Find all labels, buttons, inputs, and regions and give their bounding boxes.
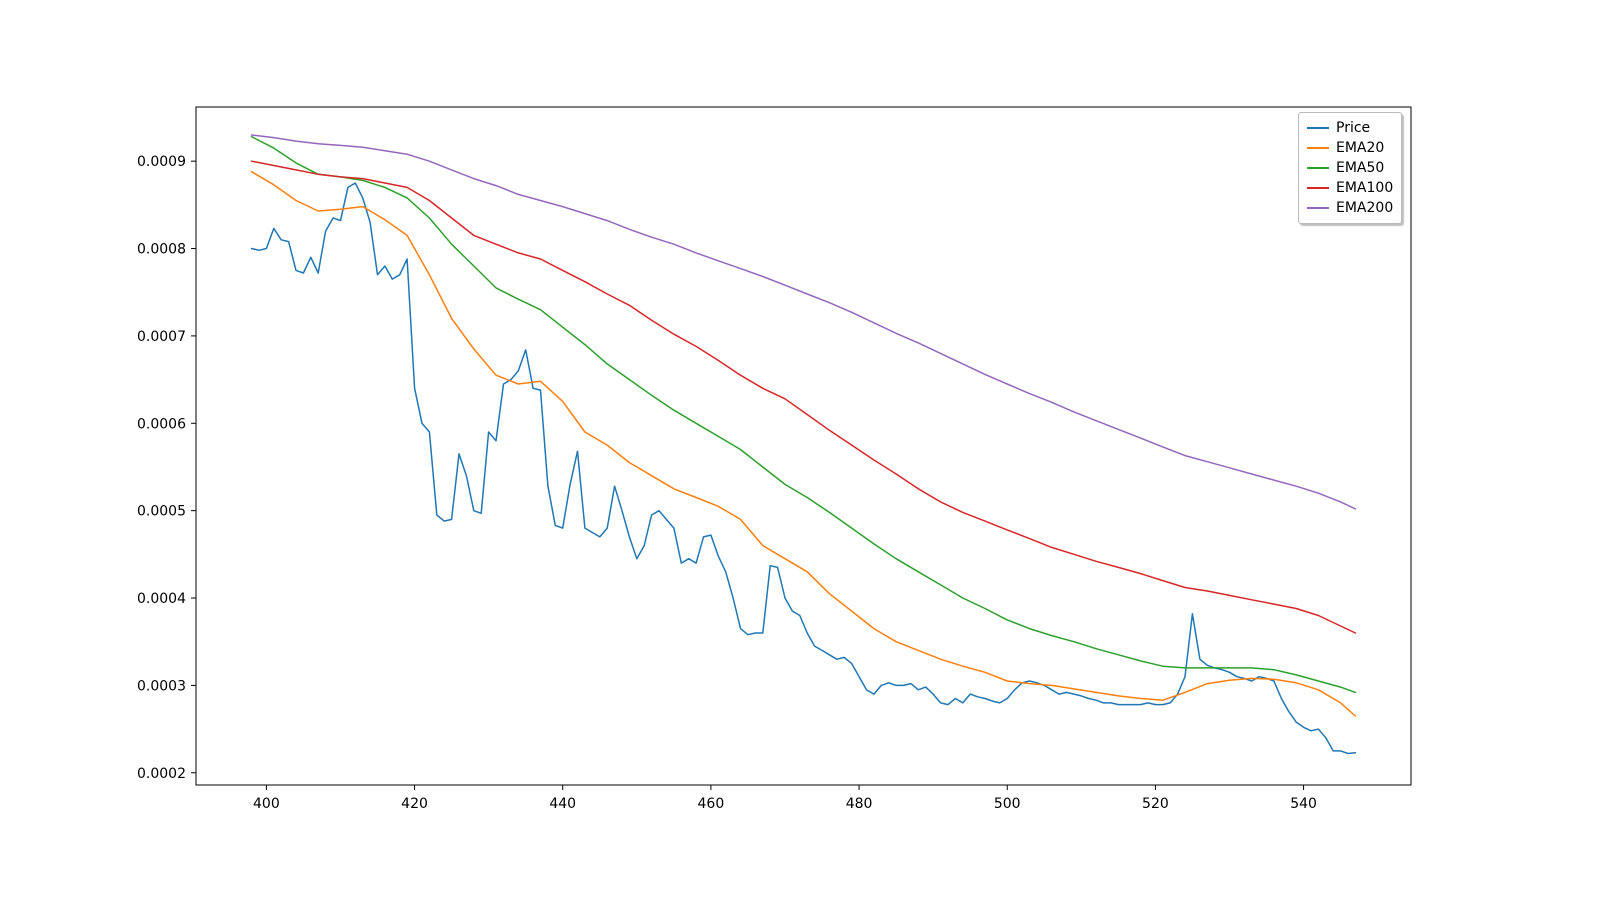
x-tick-label: 500 [994,796,1021,812]
legend-item: EMA20 [1307,138,1393,158]
y-tick-label: 0.0004 [137,591,186,607]
legend-label: EMA200 [1336,200,1394,216]
legend-label: EMA50 [1336,160,1385,176]
x-tick-label: 440 [549,796,576,812]
legend-line-sample [1307,147,1329,149]
y-tick-label: 0.0009 [137,154,186,170]
series-line-price [250,182,1357,755]
legend-line-sample [1307,167,1329,169]
legend-line-sample [1307,127,1329,129]
legend-item: Price [1307,118,1393,138]
legend: Price EMA20 EMA50 EMA100 EMA200 [1298,112,1402,224]
plot-frame [195,106,1412,786]
y-tick-label: 0.0008 [137,242,186,258]
x-tick-label: 480 [846,796,873,812]
x-tick-label: 540 [1290,796,1317,812]
legend-item: EMA100 [1307,178,1393,198]
y-tick-label: 0.0003 [137,678,186,694]
legend-item: EMA200 [1307,198,1393,218]
series-line-ema20 [250,170,1357,717]
legend-line-sample [1307,187,1329,189]
series-line-ema50 [250,135,1357,694]
x-tick-label: 400 [253,796,280,812]
y-tick-label: 0.0005 [137,504,186,520]
series-line-ema100 [250,160,1357,634]
legend-label: EMA20 [1336,140,1385,156]
y-tick-label: 0.0006 [137,416,186,432]
legend-label: Price [1336,120,1371,136]
y-tick-label: 0.0002 [137,766,186,782]
series-line-ema200 [250,134,1357,510]
legend-item: EMA50 [1307,158,1393,178]
legend-label: EMA100 [1336,180,1394,196]
x-tick-label: 520 [1142,796,1169,812]
legend-line-sample [1307,207,1329,209]
y-tick-label: 0.0007 [137,329,186,345]
x-tick-label: 460 [698,796,725,812]
x-tick-label: 420 [401,796,428,812]
